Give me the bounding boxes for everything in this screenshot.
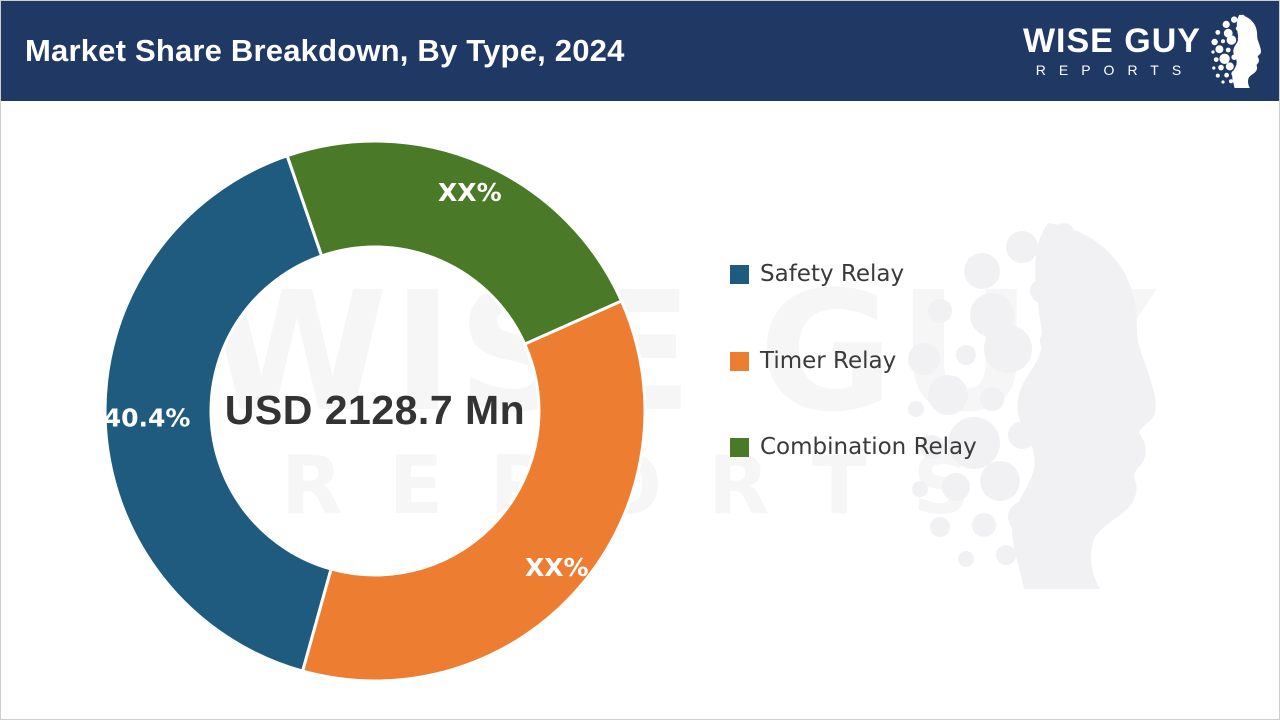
legend-swatch-safety-relay: [730, 265, 749, 285]
header: Market Share Breakdown, By Type, 2024 WI…: [1, 1, 1279, 101]
legend-item-combination-relay[interactable]: Combination Relay: [730, 434, 977, 462]
page-title: Market Share Breakdown, By Type, 2024: [25, 33, 625, 68]
slice-label-combination-relay: XX%: [438, 178, 502, 207]
logo-text: WISE GUY REPORTS: [1022, 22, 1201, 78]
legend-item-safety-relay[interactable]: Safety Relay: [730, 261, 977, 289]
legend: Safety Relay Timer Relay Combination Relay: [730, 261, 977, 462]
legend-label: Timer Relay: [760, 347, 897, 374]
donut-slice-safety-relay[interactable]: [103, 153, 333, 673]
donut-slice-combination-relay[interactable]: [285, 139, 624, 347]
donut-chart: XX% XX% 40.4%: [103, 139, 647, 683]
logo-face-icon: [1211, 14, 1261, 88]
slice-label-safety-relay: 40.4%: [104, 403, 191, 432]
logo-subtitle: REPORTS: [1035, 61, 1195, 78]
legend-swatch-combination-relay: [730, 438, 749, 458]
donut-slice-timer-relay[interactable]: [300, 299, 647, 683]
slice-label-timer-relay: XX%: [525, 553, 589, 582]
legend-label: Combination Relay: [760, 434, 977, 461]
legend-swatch-timer-relay: [730, 351, 749, 371]
logo-wordmark: WISE GUY: [1022, 22, 1201, 61]
donut-center-value: USD 2128.7 Mn: [224, 387, 526, 433]
wiseguy-logo: WISE GUY REPORTS: [1023, 1, 1265, 101]
legend-label: Safety Relay: [760, 261, 905, 287]
chart-area: WISE GUY REPORTS USD 2128.7 Mn XX%XX%40.…: [1, 101, 1279, 719]
legend-item-timer-relay[interactable]: Timer Relay: [730, 348, 977, 376]
